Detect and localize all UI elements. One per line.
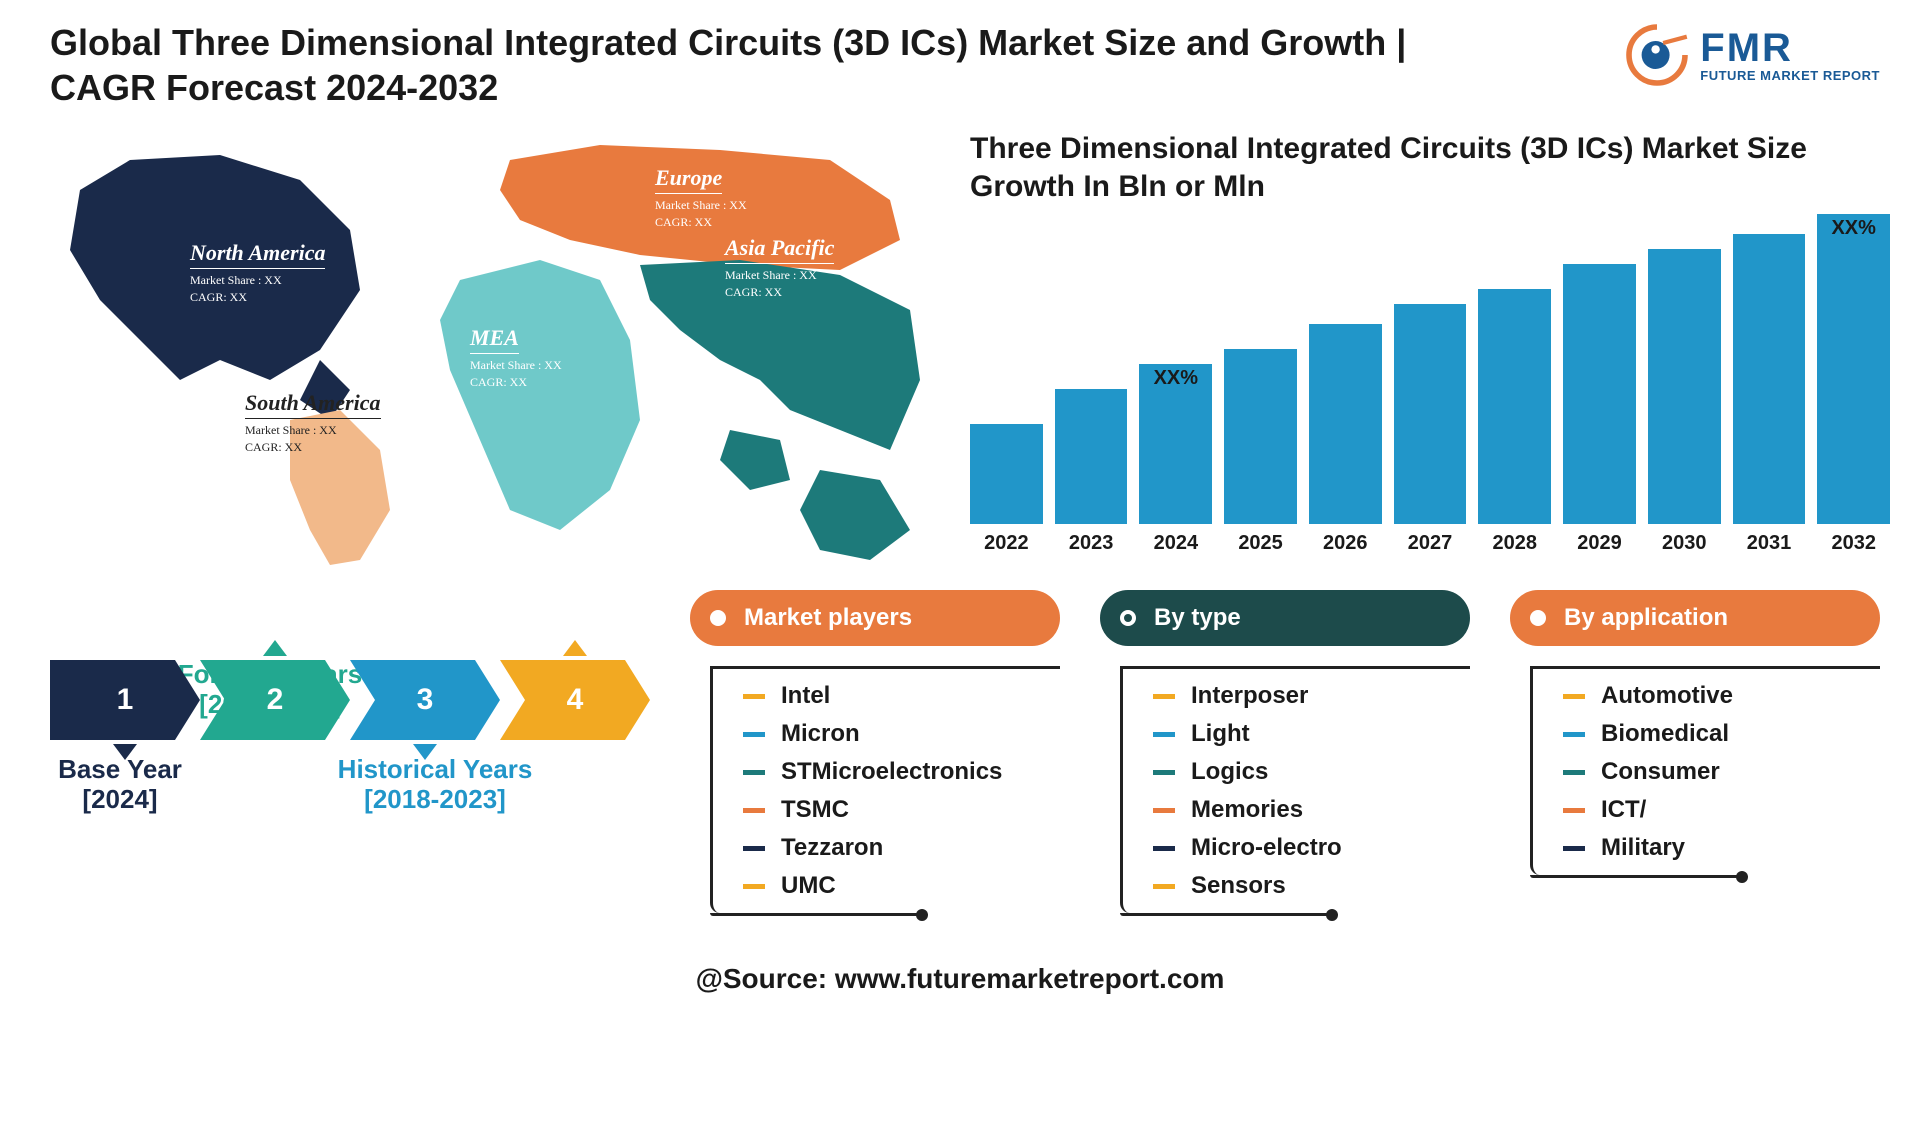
bar-2023: 2023 [1055, 389, 1128, 555]
category-by-application: By application AutomotiveBiomedicalConsum… [1510, 590, 1880, 913]
list-item: Interposer [1153, 677, 1470, 715]
category-header: Market players [690, 590, 1060, 646]
bar-2024: XX%2024 [1139, 364, 1212, 555]
timeline: Forecast Years[2024-2032] CAGRXX%% 1234 … [50, 590, 650, 740]
timeline-step-4: 4 [500, 660, 650, 740]
bar-2022: 2022 [970, 424, 1043, 555]
list-item: ICT/ [1563, 791, 1880, 829]
source-attribution: @Source: www.futuremarketreport.com [0, 963, 1920, 995]
chart-title: Three Dimensional Integrated Circuits (3… [970, 130, 1890, 205]
bar-2032: XX%2032 [1817, 214, 1890, 555]
list-item: Intel [743, 677, 1060, 715]
region-label-ap: Asia PacificMarket Share : XXCAGR: XX [725, 235, 834, 301]
list-item: Consumer [1563, 753, 1880, 791]
bar-chart: 20222023XX%20242025202620272028202920302… [970, 215, 1890, 555]
list-item: TSMC [743, 791, 1060, 829]
bar-chart-area: Three Dimensional Integrated Circuits (3… [970, 130, 1890, 570]
bar-2026: 2026 [1309, 324, 1382, 555]
region-label-sa: South AmericaMarket Share : XXCAGR: XX [245, 390, 381, 456]
category-header: By application [1510, 590, 1880, 646]
logo-subtitle: FUTURE MARKET REPORT [1700, 68, 1880, 83]
list-item: Light [1153, 715, 1470, 753]
fmr-logo-icon [1622, 20, 1692, 90]
list-item: Military [1563, 829, 1880, 867]
list-item: Logics [1153, 753, 1470, 791]
region-label-mea: MEAMarket Share : XXCAGR: XX [470, 325, 562, 391]
timeline-step-1: 1 [50, 660, 200, 740]
list-item: Micron [743, 715, 1060, 753]
logo: FMR FUTURE MARKET REPORT [1622, 20, 1880, 90]
list-item: STMicroelectronics [743, 753, 1060, 791]
bar-2030: 2030 [1648, 249, 1721, 555]
list-item: UMC [743, 867, 1060, 905]
bar-2027: 2027 [1394, 304, 1467, 555]
region-label-eu: EuropeMarket Share : XXCAGR: XX [655, 165, 747, 231]
world-map: North AmericaMarket Share : XXCAGR: XX So… [40, 130, 940, 570]
bar-2029: 2029 [1563, 264, 1636, 555]
region-label-na: North AmericaMarket Share : XXCAGR: XX [190, 240, 325, 306]
category-header: By type [1100, 590, 1470, 646]
list-item: Tezzaron [743, 829, 1060, 867]
bar-2028: 2028 [1478, 289, 1551, 555]
bar-2031: 2031 [1733, 234, 1806, 555]
historical-label: Historical Years[2018-2023] [320, 755, 550, 815]
list-item: Sensors [1153, 867, 1470, 905]
timeline-step-2: 2 [200, 660, 350, 740]
page-title: Global Three Dimensional Integrated Circ… [50, 20, 1470, 110]
timeline-step-3: 3 [350, 660, 500, 740]
base-year-label: Base Year[2024] [30, 755, 210, 815]
list-item: Biomedical [1563, 715, 1880, 753]
list-item: Micro-electro [1153, 829, 1470, 867]
category-market-players: Market players IntelMicronSTMicroelectron… [690, 590, 1060, 913]
list-item: Memories [1153, 791, 1470, 829]
category-by-type: By type InterposerLightLogicsMemoriesMicr… [1100, 590, 1470, 913]
logo-text: FMR [1700, 28, 1880, 68]
list-item: Automotive [1563, 677, 1880, 715]
bar-2025: 2025 [1224, 349, 1297, 555]
